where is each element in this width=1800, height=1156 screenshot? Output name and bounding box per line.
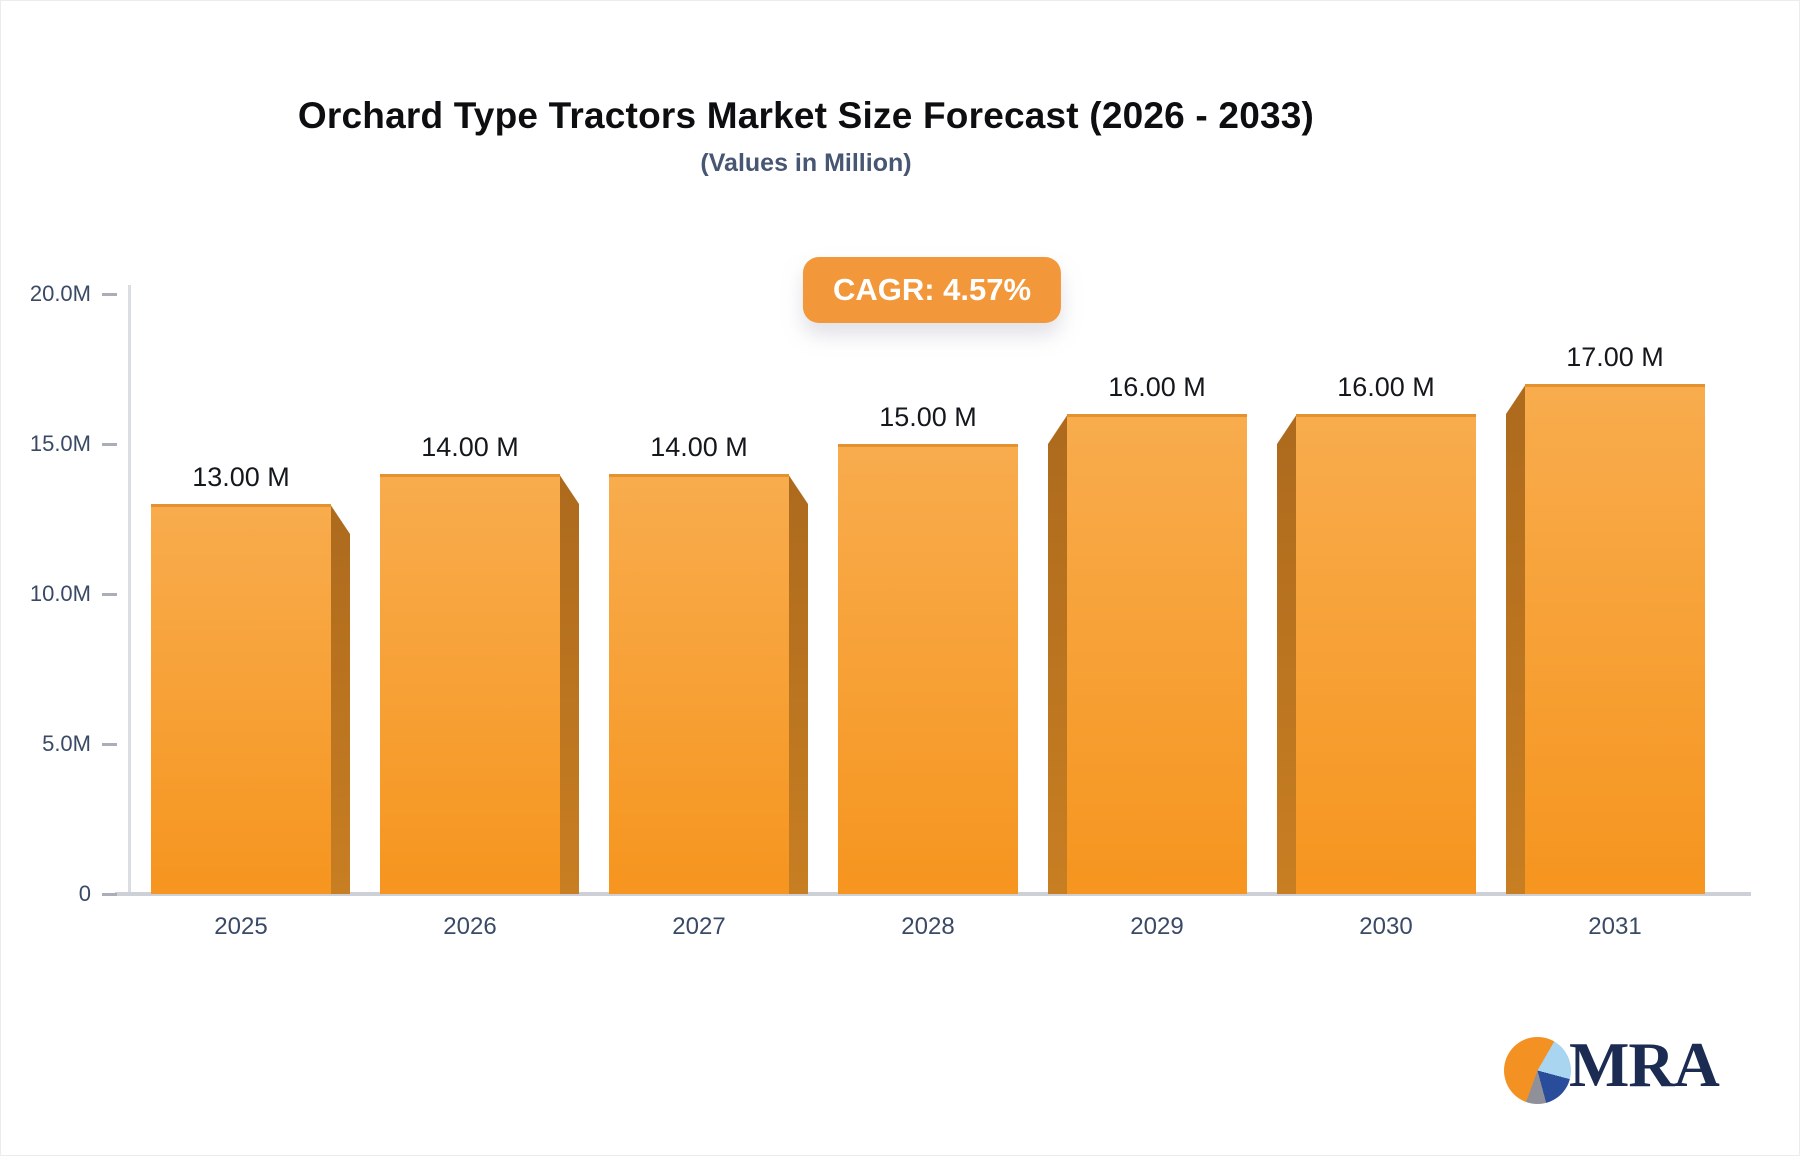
y-axis-tick-label: 20.0M [29,281,91,306]
bar-2030 [1296,414,1476,894]
brand-logo-text: MRA [1569,1029,1720,1100]
bar-2031 [1525,384,1705,894]
x-axis-tick-label: 2031 [1588,913,1642,940]
bar-value-label: 17.00 M [1566,342,1664,372]
y-axis-tick-label: 5.0M [42,731,91,756]
bar-3d-side [788,474,808,894]
bar-2028 [838,444,1018,894]
x-axis-baseline [115,892,1751,896]
x-axis-tick-label: 2027 [672,913,726,940]
bar-value-label: 16.00 M [1337,372,1435,402]
bar-2026 [380,474,560,894]
x-axis-tick-label: 2026 [443,913,497,940]
bar-3d-side [330,504,350,894]
bar-3d-side [1506,384,1526,894]
cagr-badge: CAGR: 4.57% [802,257,1062,323]
y-axis-tick-label: 10.0M [29,581,91,606]
bar-value-label: 14.00 M [650,432,748,462]
bar-3d-side [559,474,579,894]
pie-chart-icon [1504,1037,1571,1104]
y-axis-tick-mark [102,893,117,896]
bar-3d-side [1048,414,1068,894]
bar-value-label: 16.00 M [1108,372,1206,402]
y-axis-tick-mark [102,443,117,446]
chart-title: Orchard Type Tractors Market Size Foreca… [297,95,1315,136]
bar-value-label: 15.00 M [879,402,977,432]
bar-value-label: 14.00 M [421,432,519,462]
y-axis-line [128,285,131,894]
bar-2025 [151,504,331,894]
y-axis-tick-label: 15.0M [29,431,91,456]
x-axis-tick-label: 2028 [901,913,955,940]
x-axis-tick-label: 2025 [214,913,268,940]
bar-value-label: 13.00 M [192,462,290,492]
y-axis-tick-mark [102,743,117,746]
bar-3d-side [1277,414,1297,894]
y-axis-tick-mark [102,293,117,296]
y-axis-tick-mark [102,593,117,596]
x-axis-tick-label: 2030 [1359,913,1413,940]
chart-subtitle: (Values in Million) [700,149,912,177]
bar-2029 [1067,414,1247,894]
brand-logo: MRA [1501,1029,1761,1109]
bar-2027 [609,474,789,894]
y-axis-tick-label: 0 [78,881,91,906]
x-axis-tick-label: 2029 [1130,913,1184,940]
